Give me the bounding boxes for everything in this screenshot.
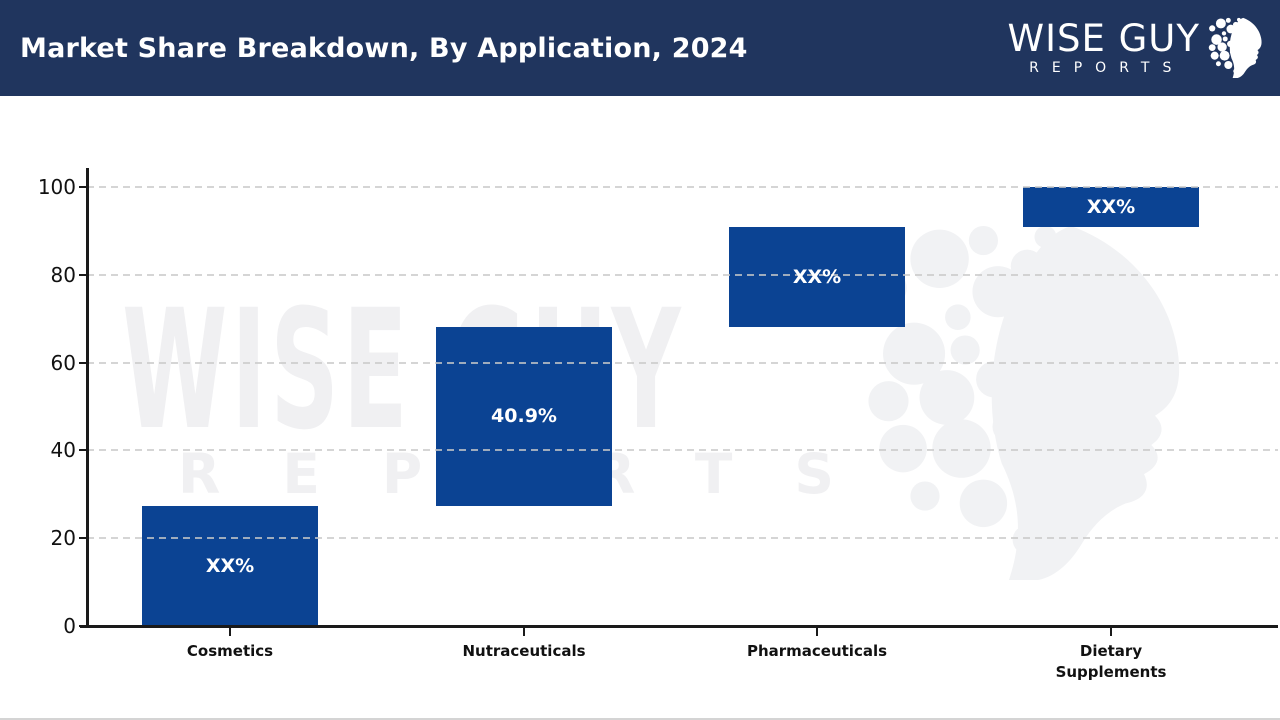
category-label: Pharmaceuticals xyxy=(746,642,888,660)
category-label: Cosmetics xyxy=(186,642,274,660)
x-tick-mark xyxy=(816,628,818,636)
y-tick-label: 80 xyxy=(50,262,76,287)
bar-3 xyxy=(1023,187,1199,227)
y-tick-mark xyxy=(79,537,87,540)
brand-logo: WISE GUY REPORTS xyxy=(1008,8,1268,86)
y-tick-mark xyxy=(79,449,87,452)
y-tick-mark xyxy=(79,186,87,188)
gridline-100 xyxy=(87,186,1278,188)
brand-wordmark: WISE GUY xyxy=(1007,16,1200,60)
y-tick-mark xyxy=(79,273,87,276)
x-tick-mark xyxy=(523,628,525,636)
y-tick-label: 100 xyxy=(37,175,76,199)
y-tick-label: 20 xyxy=(50,526,76,551)
y-tick-mark xyxy=(79,361,87,364)
bar-0 xyxy=(142,506,318,626)
gridline-80 xyxy=(87,273,1278,276)
y-tick-label: 0 xyxy=(63,614,76,638)
bar-1 xyxy=(436,326,612,507)
bar-value-label: XX% xyxy=(205,555,255,578)
x-tick-mark xyxy=(229,628,231,636)
x-axis-line xyxy=(80,625,1278,628)
category-label: Nutraceuticals xyxy=(462,642,586,660)
y-tick-label: 60 xyxy=(50,350,76,375)
page-title: Market Share Breakdown, By Application, … xyxy=(20,32,748,64)
bar-value-label: XX% xyxy=(792,265,842,288)
header: Market Share Breakdown, By Application, … xyxy=(0,0,1280,96)
gridline-40 xyxy=(87,449,1278,452)
bar-value-label: 40.9% xyxy=(491,405,557,428)
brand-reports-label: REPORTS xyxy=(1029,59,1185,76)
y-axis-line xyxy=(86,168,89,627)
x-tick-mark xyxy=(1110,628,1112,636)
y-tick-label: 40 xyxy=(50,438,76,463)
bar-value-label: XX% xyxy=(1086,195,1136,218)
gridline-20 xyxy=(87,537,1278,540)
bar-2 xyxy=(729,226,905,327)
gridline-60 xyxy=(87,361,1278,364)
category-label: Dietary Supplements xyxy=(1055,642,1167,681)
